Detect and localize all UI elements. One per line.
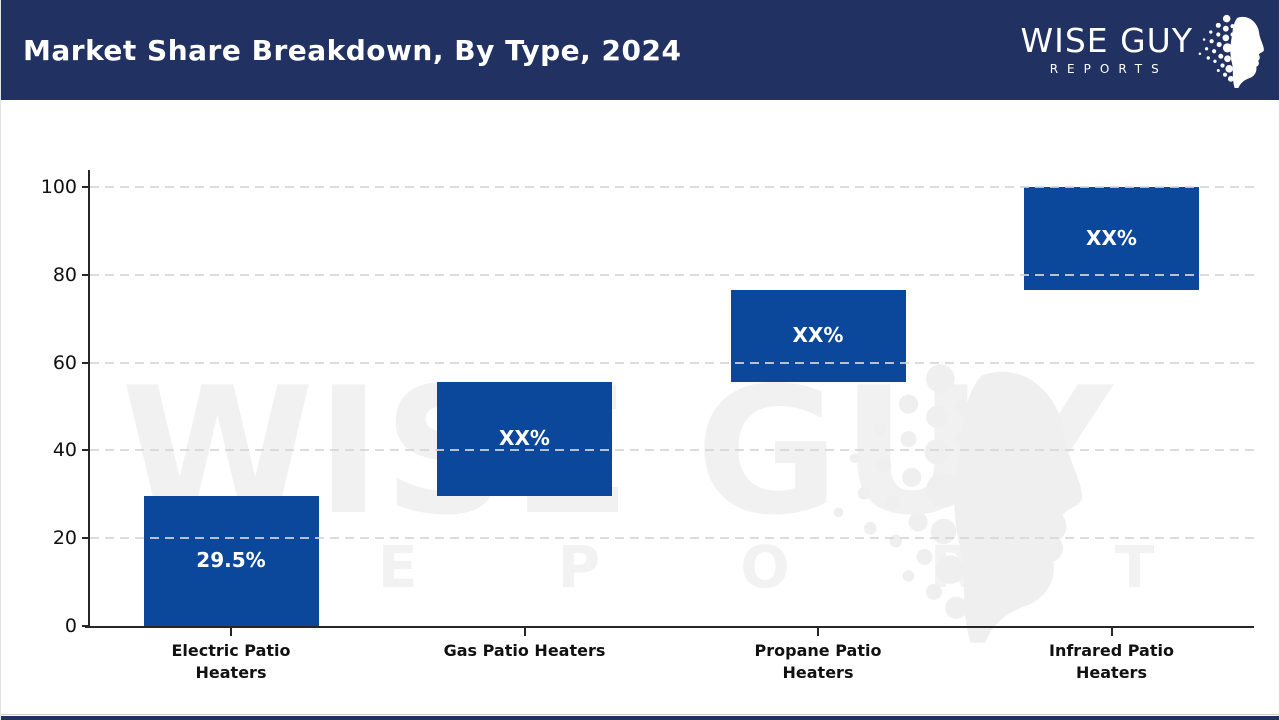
- bar-1: 29.5%: [143, 496, 319, 626]
- y-tick-label: 80: [52, 263, 77, 286]
- x-tick-mark: [817, 628, 819, 636]
- gridline-40: [90, 449, 1254, 452]
- watermark-dotted-head-icon: [833, 364, 1083, 643]
- bar-value-label: 29.5%: [196, 548, 266, 573]
- x-tick-mark: [523, 628, 526, 636]
- bar-value-label: XX%: [792, 323, 844, 348]
- y-tick-label: 0: [64, 615, 77, 637]
- x-tick-mark: [1110, 628, 1113, 636]
- y-tick-label: 20: [52, 527, 77, 550]
- bar-3: XX%: [730, 290, 906, 383]
- y-tick-label: 100: [40, 176, 77, 198]
- watermark-subtext: R E P O R T S: [193, 533, 1280, 601]
- x-axis-category-label: Infrared Patio Heaters: [1049, 641, 1174, 682]
- gridline-100: [90, 186, 1254, 188]
- gridline-80: [90, 273, 1254, 276]
- brand-logo: WISE GUY REPORTS: [1020, 0, 1271, 100]
- y-tick-label: 60: [52, 351, 77, 374]
- brand-subtitle: REPORTS: [1049, 62, 1168, 76]
- y-tick-mark: [82, 186, 90, 188]
- y-tick-mark: [82, 537, 90, 540]
- bar-chart: WISE GUY R E P O R T S 0 20 40 60 80 100 29.5%…: [1, 100, 1280, 714]
- bar-4: XX%: [1024, 187, 1199, 291]
- y-axis-line: [88, 170, 90, 628]
- y-tick-mark: [82, 273, 90, 276]
- brand-name: WISE GUY: [1020, 21, 1193, 60]
- brand-logo-text: WISE GUY REPORTS: [1020, 24, 1193, 76]
- gridline-20: [90, 537, 1254, 540]
- y-tick-mark: [82, 361, 90, 364]
- bar-value-label: XX%: [499, 426, 550, 451]
- footer-divider: [1, 714, 1279, 715]
- bar-value-label: XX%: [1086, 225, 1137, 250]
- y-tick-mark: [82, 449, 90, 452]
- x-axis-category-label: Propane Patio Heaters: [754, 641, 882, 682]
- page-title: Market Share Breakdown, By Type, 2024: [23, 33, 682, 67]
- gridline-60: [90, 361, 1254, 364]
- x-tick-mark: [230, 628, 232, 636]
- dotted-head-icon: [1198, 14, 1264, 89]
- x-axis-category-label: Gas Patio Heaters: [443, 641, 606, 660]
- header-bar: Market Share Breakdown, By Type, 2024 WI…: [1, 0, 1279, 100]
- y-tick-label: 40: [52, 439, 77, 462]
- x-axis-category-label: Electric Patio Heaters: [171, 641, 291, 682]
- footer-bar: [1, 716, 1279, 720]
- x-axis-line: [85, 626, 1254, 628]
- bar-2: XX%: [437, 382, 612, 497]
